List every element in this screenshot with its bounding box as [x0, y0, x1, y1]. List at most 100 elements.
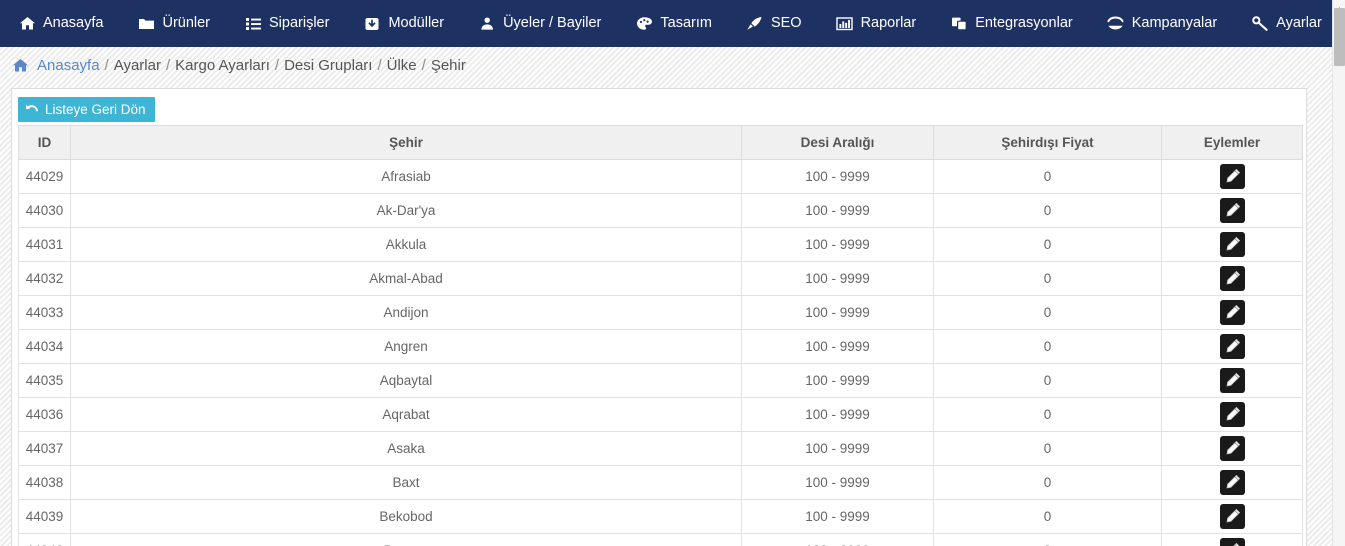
nav-item-label: Anasayfa [43, 15, 104, 32]
nav-item-label: Üyeler / Bayiler [503, 15, 602, 32]
nav-item-entegrasyonlar[interactable]: Entegrasyonlar [950, 16, 1073, 32]
wrench-icon [1251, 16, 1269, 32]
breadcrumb-item[interactable]: Ülke [386, 57, 417, 74]
nav-item-label: Entegrasyonlar [975, 15, 1073, 32]
breadcrumb-item[interactable]: Kargo Ayarları [175, 57, 270, 74]
edit-row-button[interactable] [1219, 300, 1245, 325]
nav-item-r-nler[interactable]: Ürünler [137, 16, 210, 32]
edit-row-button[interactable] [1219, 368, 1245, 393]
table-row: 44039 Bekobod 100 - 9999 0 [18, 499, 1303, 534]
nav-item-ayarlar[interactable]: Ayarlar [1251, 16, 1322, 32]
scrollbar-thumb[interactable] [1334, 8, 1345, 66]
table-cell-city: Akmal-Abad [70, 261, 742, 296]
table-cell-id: 44032 [18, 261, 71, 296]
scrollbar-up-arrow-icon[interactable] [1335, 0, 1344, 12]
table-cell-actions [1161, 295, 1303, 330]
table-cell-price: 0 [933, 363, 1162, 398]
table-cell-desi: 100 - 9999 [741, 499, 934, 534]
nav-item-anasayfa[interactable]: Anasayfa [18, 16, 103, 32]
rocket-icon [746, 16, 764, 32]
table-cell-city: Baxt [70, 465, 742, 500]
edit-row-button[interactable] [1219, 470, 1245, 495]
edit-row-button[interactable] [1219, 232, 1245, 257]
table-row: 44032 Akmal-Abad 100 - 9999 0 [18, 261, 1303, 296]
city-table-wrapper: ID Şehir Desi Aralığı Şehirdışı Fiyat Eyleml… [18, 125, 1303, 546]
table-cell-id: 44030 [18, 193, 71, 228]
nav-item-label: Siparişler [269, 15, 330, 32]
table-cell-city: Bekobod [70, 499, 742, 534]
table-cell-id: 44040 [18, 533, 71, 546]
table-cell-actions [1161, 431, 1303, 466]
main-navigation-bar: Anasayfa Ürünler Siparişler Modüller Üyeler … [0, 0, 1332, 47]
home-icon [18, 16, 36, 32]
table-cell-desi: 100 - 9999 [741, 329, 934, 364]
edit-row-button[interactable] [1219, 164, 1245, 189]
folder-icon [137, 16, 155, 32]
breadcrumb-trail: / Ayarlar / Kargo Ayarları / Desi Grupları / Ül… [100, 57, 466, 74]
breadcrumb-separator: / [421, 57, 426, 74]
nav-item-kampanyalar[interactable]: Kampanyalar [1107, 16, 1217, 32]
table-row: 44029 Afrasiab 100 - 9999 0 [18, 159, 1303, 194]
nav-item-label: Tasarım [660, 15, 712, 32]
table-row: 44030 Ak-Dar'ya 100 - 9999 0 [18, 193, 1303, 228]
table-cell-id: 44034 [18, 329, 71, 364]
edit-row-button[interactable] [1219, 266, 1245, 291]
list-icon [244, 16, 262, 32]
home-icon [12, 58, 29, 73]
breadcrumb-item[interactable]: Ayarlar [113, 57, 161, 74]
edit-row-button[interactable] [1219, 402, 1245, 427]
table-cell-desi: 100 - 9999 [741, 465, 934, 500]
table-row: 44037 Asaka 100 - 9999 0 [18, 431, 1303, 466]
page-scrollbar[interactable] [1332, 0, 1345, 546]
breadcrumb-separator: / [377, 57, 382, 74]
edit-row-button[interactable] [1219, 198, 1245, 223]
breadcrumb-item[interactable]: Şehir [430, 57, 466, 74]
nav-item-sipari-ler[interactable]: Siparişler [244, 16, 329, 32]
back-to-list-button[interactable]: Listeye Geri Dön [18, 97, 155, 122]
table-cell-city: Andijon [70, 295, 742, 330]
nav-item-raporlar[interactable]: Raporlar [836, 15, 917, 32]
table-cell-id: 44038 [18, 465, 71, 500]
table-cell-actions [1161, 159, 1303, 194]
table-cell-desi: 100 - 9999 [741, 295, 934, 330]
integration-icon [950, 16, 968, 32]
edit-row-button[interactable] [1219, 538, 1245, 546]
nav-item-yeler-bayiler[interactable]: Üyeler / Bayiler [478, 16, 601, 32]
table-cell-city: Aqrabat [70, 397, 742, 432]
edit-row-button[interactable] [1219, 334, 1245, 359]
table-cell-id: 44035 [18, 363, 71, 398]
table-cell-actions [1161, 533, 1303, 546]
table-cell-price: 0 [933, 431, 1162, 466]
bar-chart-icon [836, 16, 854, 32]
module-box-icon [363, 16, 381, 32]
nav-item-seo[interactable]: SEO [746, 16, 802, 32]
table-header-ehir: Şehir [70, 125, 742, 160]
table-body: 44029 Afrasiab 100 - 9999 0 44030 Ak-Dar'ya 10… [18, 159, 1303, 546]
table-cell-actions [1161, 397, 1303, 432]
edit-row-button[interactable] [1219, 504, 1245, 529]
nav-item-label: SEO [770, 15, 802, 32]
nav-item-label: Ayarlar [1276, 15, 1322, 32]
table-cell-price: 0 [933, 397, 1162, 432]
table-cell-desi: 100 - 9999 [741, 193, 934, 228]
table-cell-city: Afrasiab [70, 159, 742, 194]
table-cell-id: 44033 [18, 295, 71, 330]
table-header-desi-aral: Desi Aralığı [741, 125, 934, 160]
table-cell-city: Asaka [70, 431, 742, 466]
table-cell-desi: 100 - 9999 [741, 159, 934, 194]
table-cell-price: 0 [933, 533, 1162, 546]
nav-item-mod-ller[interactable]: Modüller [363, 16, 444, 32]
table-cell-city: Ak-Dar'ya [70, 193, 742, 228]
table-cell-price: 0 [933, 227, 1162, 262]
table-cell-city: Boysun [70, 533, 742, 546]
city-price-table: ID Şehir Desi Aralığı Şehirdışı Fiyat Eyleml… [18, 125, 1303, 546]
breadcrumb-home-link[interactable]: Anasayfa [37, 57, 100, 74]
nav-item-label: Raporlar [860, 15, 917, 32]
table-cell-price: 0 [933, 499, 1162, 534]
table-cell-price: 0 [933, 295, 1162, 330]
nav-item-tasar-m[interactable]: Tasarım [635, 16, 712, 32]
table-cell-actions [1161, 499, 1303, 534]
table-row: 44034 Angren 100 - 9999 0 [18, 329, 1303, 364]
edit-row-button[interactable] [1219, 436, 1245, 461]
breadcrumb-item[interactable]: Desi Grupları [284, 57, 373, 74]
